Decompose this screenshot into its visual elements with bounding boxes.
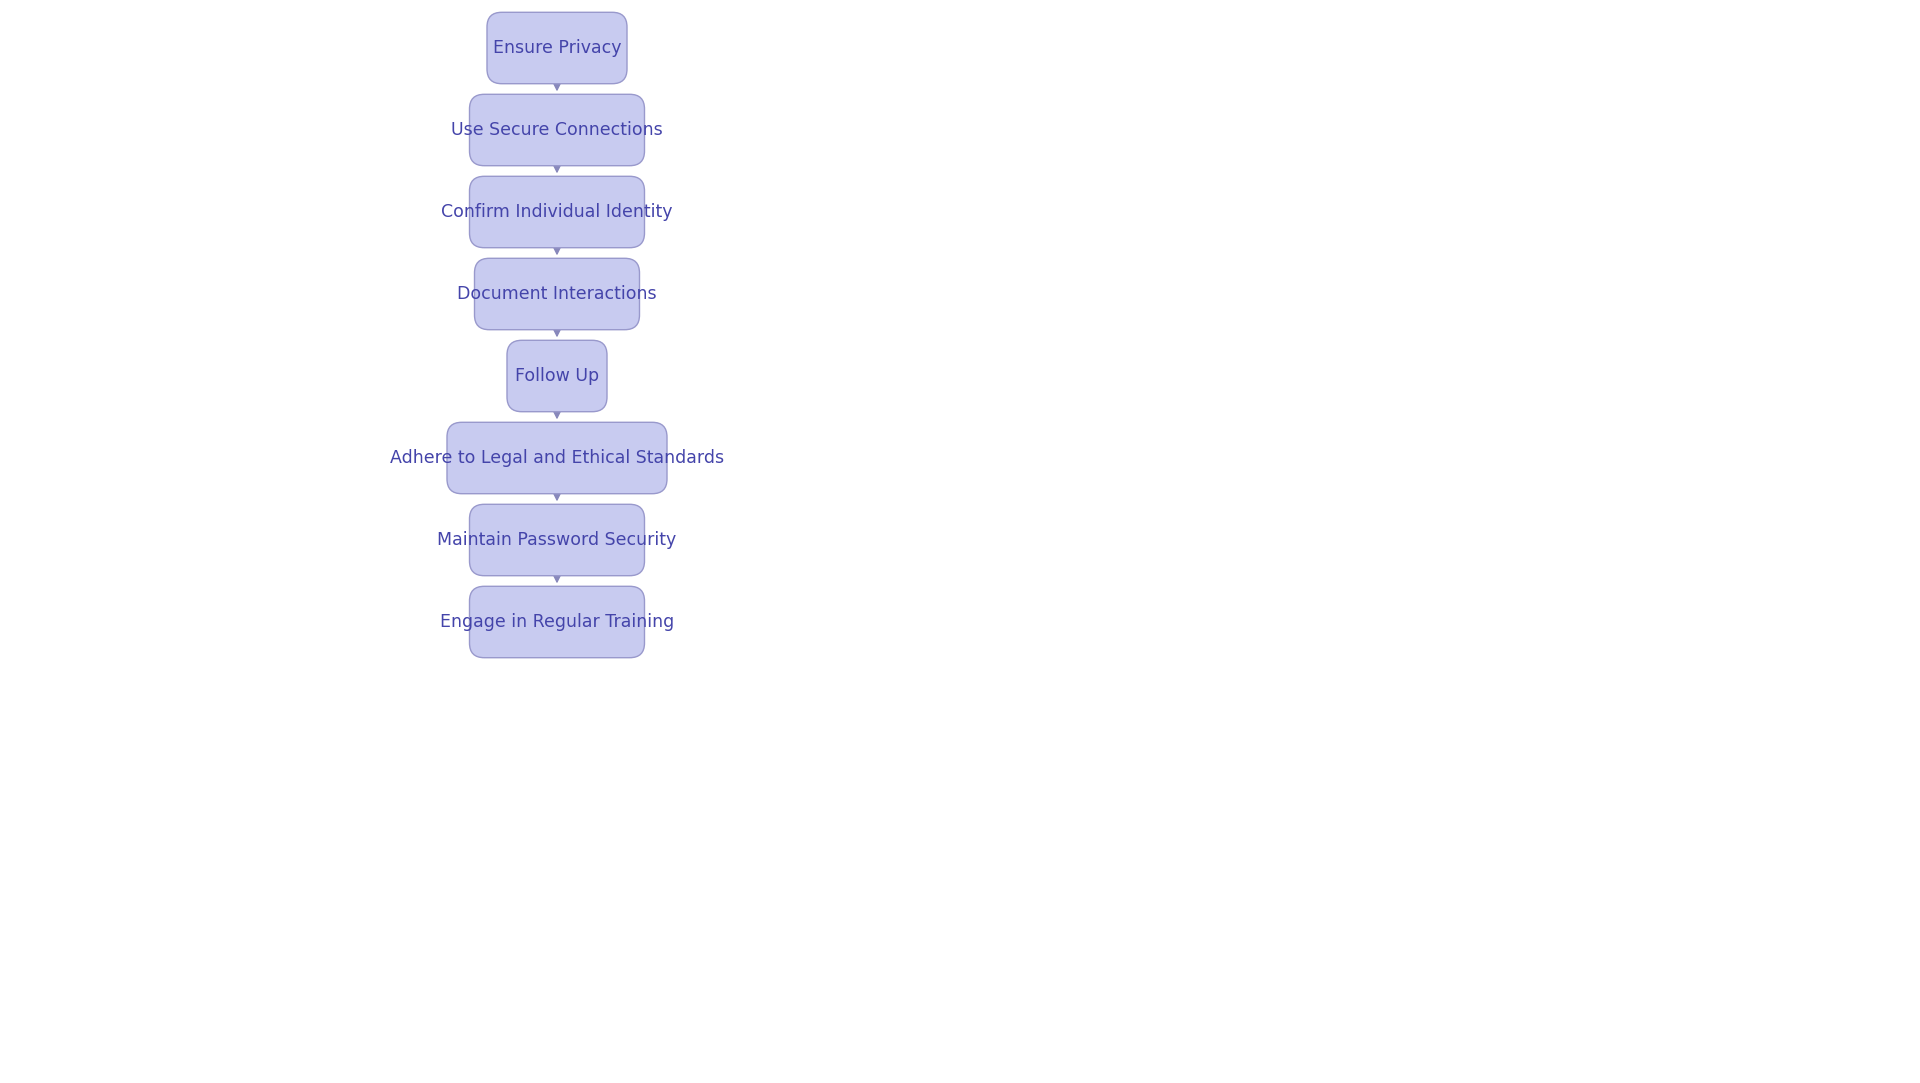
FancyBboxPatch shape	[488, 12, 628, 83]
Text: Ensure Privacy: Ensure Privacy	[493, 39, 622, 57]
Text: Engage in Regular Training: Engage in Regular Training	[440, 613, 674, 631]
Text: Maintain Password Security: Maintain Password Security	[438, 531, 676, 549]
Text: Use Secure Connections: Use Secure Connections	[451, 121, 662, 139]
FancyBboxPatch shape	[447, 422, 666, 494]
FancyBboxPatch shape	[470, 505, 645, 576]
Text: Adhere to Legal and Ethical Standards: Adhere to Legal and Ethical Standards	[390, 449, 724, 467]
Text: Confirm Individual Identity: Confirm Individual Identity	[442, 203, 672, 221]
Text: Follow Up: Follow Up	[515, 367, 599, 384]
FancyBboxPatch shape	[470, 586, 645, 657]
FancyBboxPatch shape	[507, 340, 607, 412]
FancyBboxPatch shape	[470, 177, 645, 248]
FancyBboxPatch shape	[474, 259, 639, 329]
Text: Document Interactions: Document Interactions	[457, 285, 657, 303]
FancyBboxPatch shape	[470, 94, 645, 166]
